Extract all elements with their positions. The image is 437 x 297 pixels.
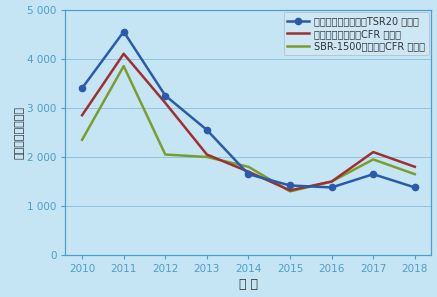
SBR-1500（亚洲，CFR 现货） xyxy=(121,64,126,68)
顺丁橡胶（亚洲，CFR 现货） xyxy=(246,170,251,173)
Line: 天然橡胶（东南亚，TSR20 现货）: 天然橡胶（东南亚，TSR20 现货） xyxy=(79,29,418,191)
顺丁橡胶（亚洲，CFR 现货） xyxy=(288,189,293,192)
顺丁橡胶（亚洲，CFR 现货） xyxy=(163,101,168,105)
SBR-1500（亚洲，CFR 现货） xyxy=(246,165,251,169)
顺丁橡胶（亚洲，CFR 现货） xyxy=(329,180,334,183)
天然橡胶（东南亚，TSR20 现货） xyxy=(163,94,168,97)
SBR-1500（亚洲，CFR 现货） xyxy=(371,158,376,161)
顺丁橡胶（亚洲，CFR 现货） xyxy=(80,113,85,117)
天然橡胶（东南亚，TSR20 现货） xyxy=(371,172,376,176)
SBR-1500（亚洲，CFR 现货） xyxy=(80,138,85,142)
SBR-1500（亚洲，CFR 现货） xyxy=(163,153,168,156)
天然橡胶（东南亚，TSR20 现货） xyxy=(412,186,417,189)
Y-axis label: 价格（美元／吨）: 价格（美元／吨） xyxy=(14,106,24,159)
SBR-1500（亚洲，CFR 现货） xyxy=(204,155,209,159)
天然橡胶（东南亚，TSR20 现货） xyxy=(288,184,293,187)
SBR-1500（亚洲，CFR 现货） xyxy=(412,172,417,176)
Legend: 天然橡胶（东南亚，TSR20 现货）, 顺丁橡胶（亚洲，CFR 现货）, SBR-1500（亚洲，CFR 现货）: 天然橡胶（东南亚，TSR20 现货）, 顺丁橡胶（亚洲，CFR 现货）, SBR… xyxy=(284,12,429,55)
顺丁橡胶（亚洲，CFR 现货） xyxy=(412,165,417,169)
顺丁橡胶（亚洲，CFR 现货） xyxy=(121,52,126,56)
天然橡胶（东南亚，TSR20 现货） xyxy=(80,86,85,90)
Line: SBR-1500（亚洲，CFR 现货）: SBR-1500（亚洲，CFR 现货） xyxy=(82,66,415,191)
天然橡胶（东南亚，TSR20 现货） xyxy=(204,128,209,132)
天然橡胶（东南亚，TSR20 现货） xyxy=(121,30,126,34)
顺丁橡胶（亚洲，CFR 现货） xyxy=(204,153,209,156)
Line: 顺丁橡胶（亚洲，CFR 现货）: 顺丁橡胶（亚洲，CFR 现货） xyxy=(82,54,415,190)
天然橡胶（东南亚，TSR20 现货） xyxy=(246,172,251,176)
SBR-1500（亚洲，CFR 现货） xyxy=(329,180,334,183)
天然橡胶（东南亚，TSR20 现货） xyxy=(329,186,334,189)
SBR-1500（亚洲，CFR 现货） xyxy=(288,189,293,193)
X-axis label: 年 份: 年 份 xyxy=(239,279,258,291)
顺丁橡胶（亚洲，CFR 现货） xyxy=(371,150,376,154)
